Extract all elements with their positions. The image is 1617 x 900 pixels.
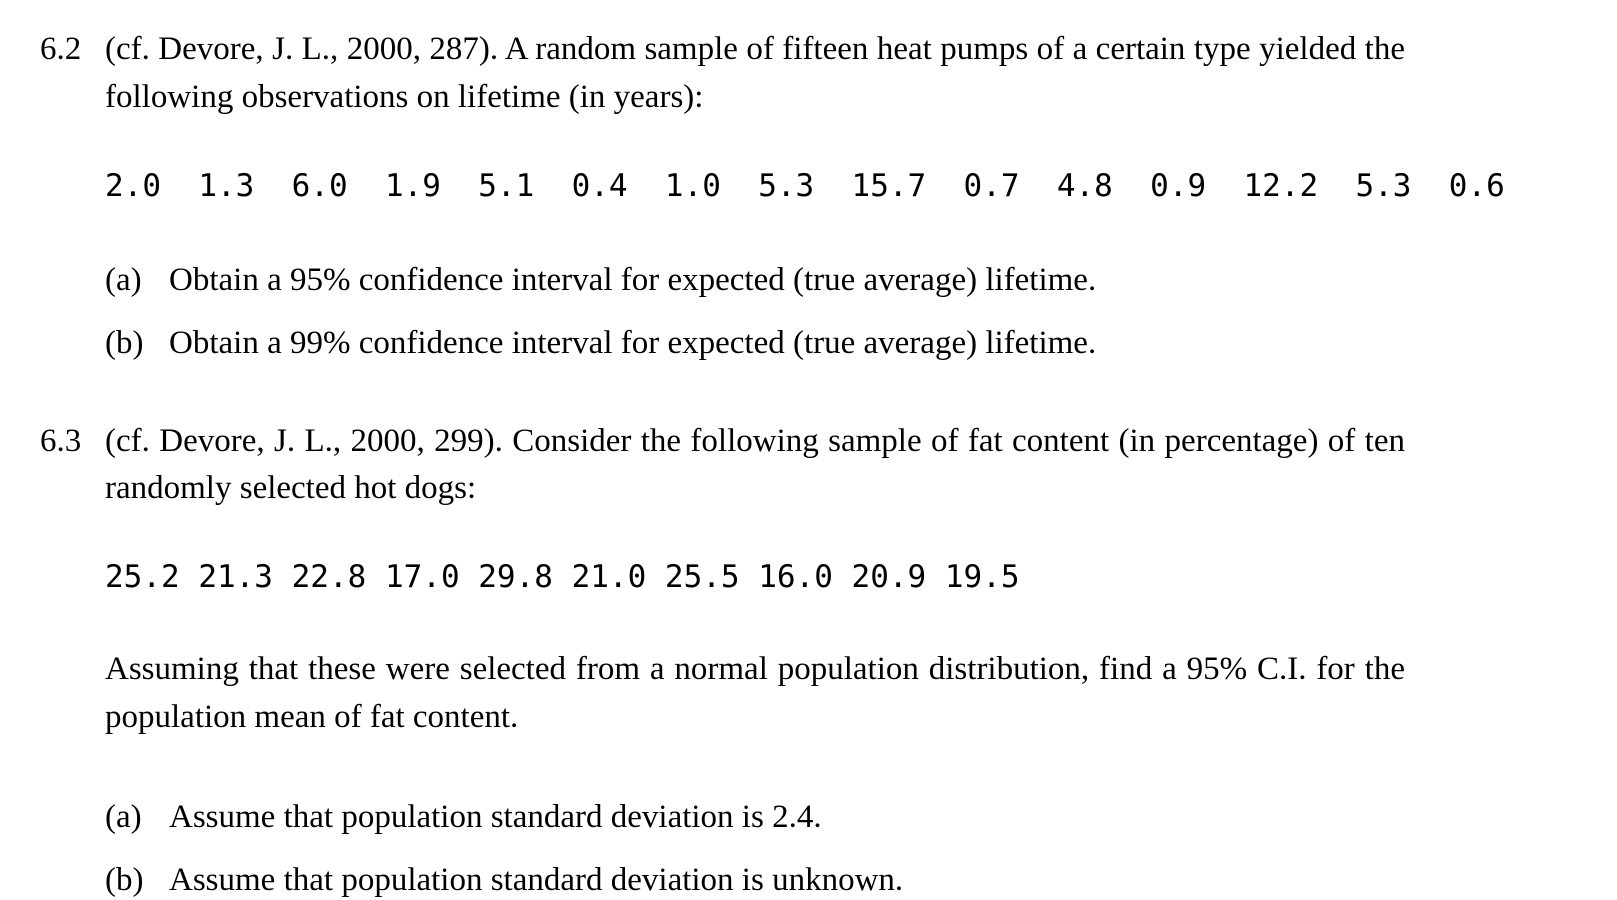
sample-data-line: 2.0 1.3 6.0 1.9 5.1 0.4 1.0 5.3 15.7 0.7… [105, 167, 1505, 204]
problem-followup-text: Assuming that these were selected from a… [105, 651, 1405, 736]
part-label: (b) [105, 324, 144, 361]
sample-data-line: 25.2 21.3 22.8 17.0 29.8 21.0 25.5 16.0 … [105, 559, 1020, 596]
part-item-a: (a) Obtain a 95% confidence interval for… [105, 257, 1577, 305]
part-item-b: (b) Obtain a 99% confidence interval for… [105, 320, 1577, 368]
part-label: (a) [105, 799, 142, 836]
problem-number: 6.2 [40, 31, 82, 67]
part-item-a: (a) Assume that population standard devi… [105, 794, 1577, 842]
problem-6-2: 6.2 (cf. Devore, J. L., 2000, 287). A ra… [40, 26, 1577, 368]
part-label: (a) [105, 261, 142, 298]
problem-intro-text: (cf. Devore, J. L., 2000, 287). A random… [105, 31, 1405, 115]
problem-number: 6.3 [40, 422, 82, 459]
problem-6-3: 6.3 (cf. Devore, J. L., 2000, 299). Cons… [40, 418, 1577, 900]
problem-intro-text: (cf. Devore, J. L., 2000, 299). Consider… [105, 422, 1405, 507]
part-text: Obtain a 95% confidence interval for exp… [169, 261, 1097, 298]
part-label: (b) [105, 861, 144, 898]
part-item-b: (b) Assume that population standard devi… [105, 857, 1577, 900]
part-text: Assume that population standard deviatio… [169, 799, 822, 836]
problem-parts-list: (a) Assume that population standard devi… [105, 794, 1577, 900]
part-text: Assume that population standard deviatio… [169, 861, 904, 898]
problem-6-3-header: 6.3 (cf. Devore, J. L., 2000, 299). Cons… [40, 418, 1577, 514]
problem-6-2-header: 6.2 (cf. Devore, J. L., 2000, 287). A ra… [40, 26, 1577, 122]
problem-parts-list: (a) Obtain a 95% confidence interval for… [105, 257, 1577, 368]
part-text: Obtain a 99% confidence interval for exp… [169, 324, 1097, 361]
